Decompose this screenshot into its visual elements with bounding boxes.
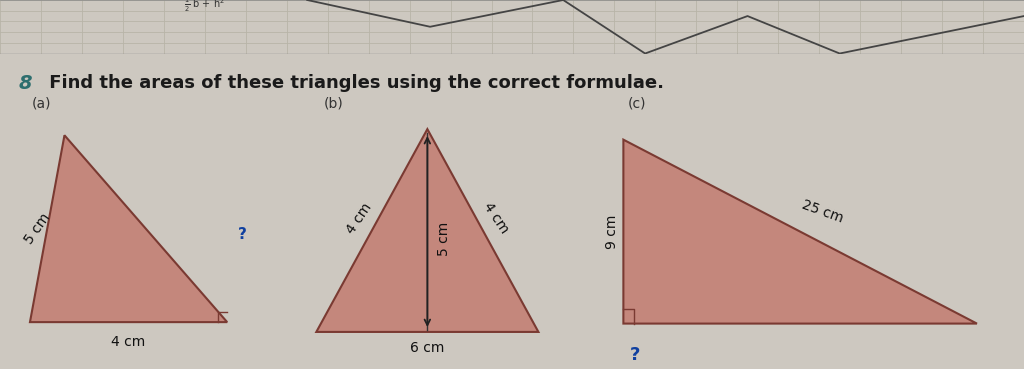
Text: 8: 8	[18, 74, 32, 93]
Polygon shape	[316, 129, 539, 332]
Polygon shape	[30, 135, 227, 322]
Text: 5 cm: 5 cm	[436, 221, 451, 256]
Text: ?: ?	[630, 346, 640, 364]
Text: 9 cm: 9 cm	[604, 214, 618, 249]
Text: 25 cm: 25 cm	[800, 197, 845, 225]
Text: 4 cm: 4 cm	[112, 335, 145, 349]
Text: (c): (c)	[628, 97, 646, 111]
Polygon shape	[624, 139, 977, 324]
Text: 6 cm: 6 cm	[411, 341, 444, 355]
Text: 4 cm: 4 cm	[480, 200, 511, 237]
Text: 5 cm: 5 cm	[22, 211, 53, 247]
Text: $\frac{1}{2}$ b + h$^2$: $\frac{1}{2}$ b + h$^2$	[184, 0, 225, 14]
Text: (b): (b)	[324, 97, 343, 111]
Text: (a): (a)	[32, 97, 51, 111]
Text: ?: ?	[238, 227, 247, 242]
Text: 4 cm: 4 cm	[343, 200, 375, 237]
Text: Find the areas of these triangles using the correct formulae.: Find the areas of these triangles using …	[43, 74, 664, 92]
